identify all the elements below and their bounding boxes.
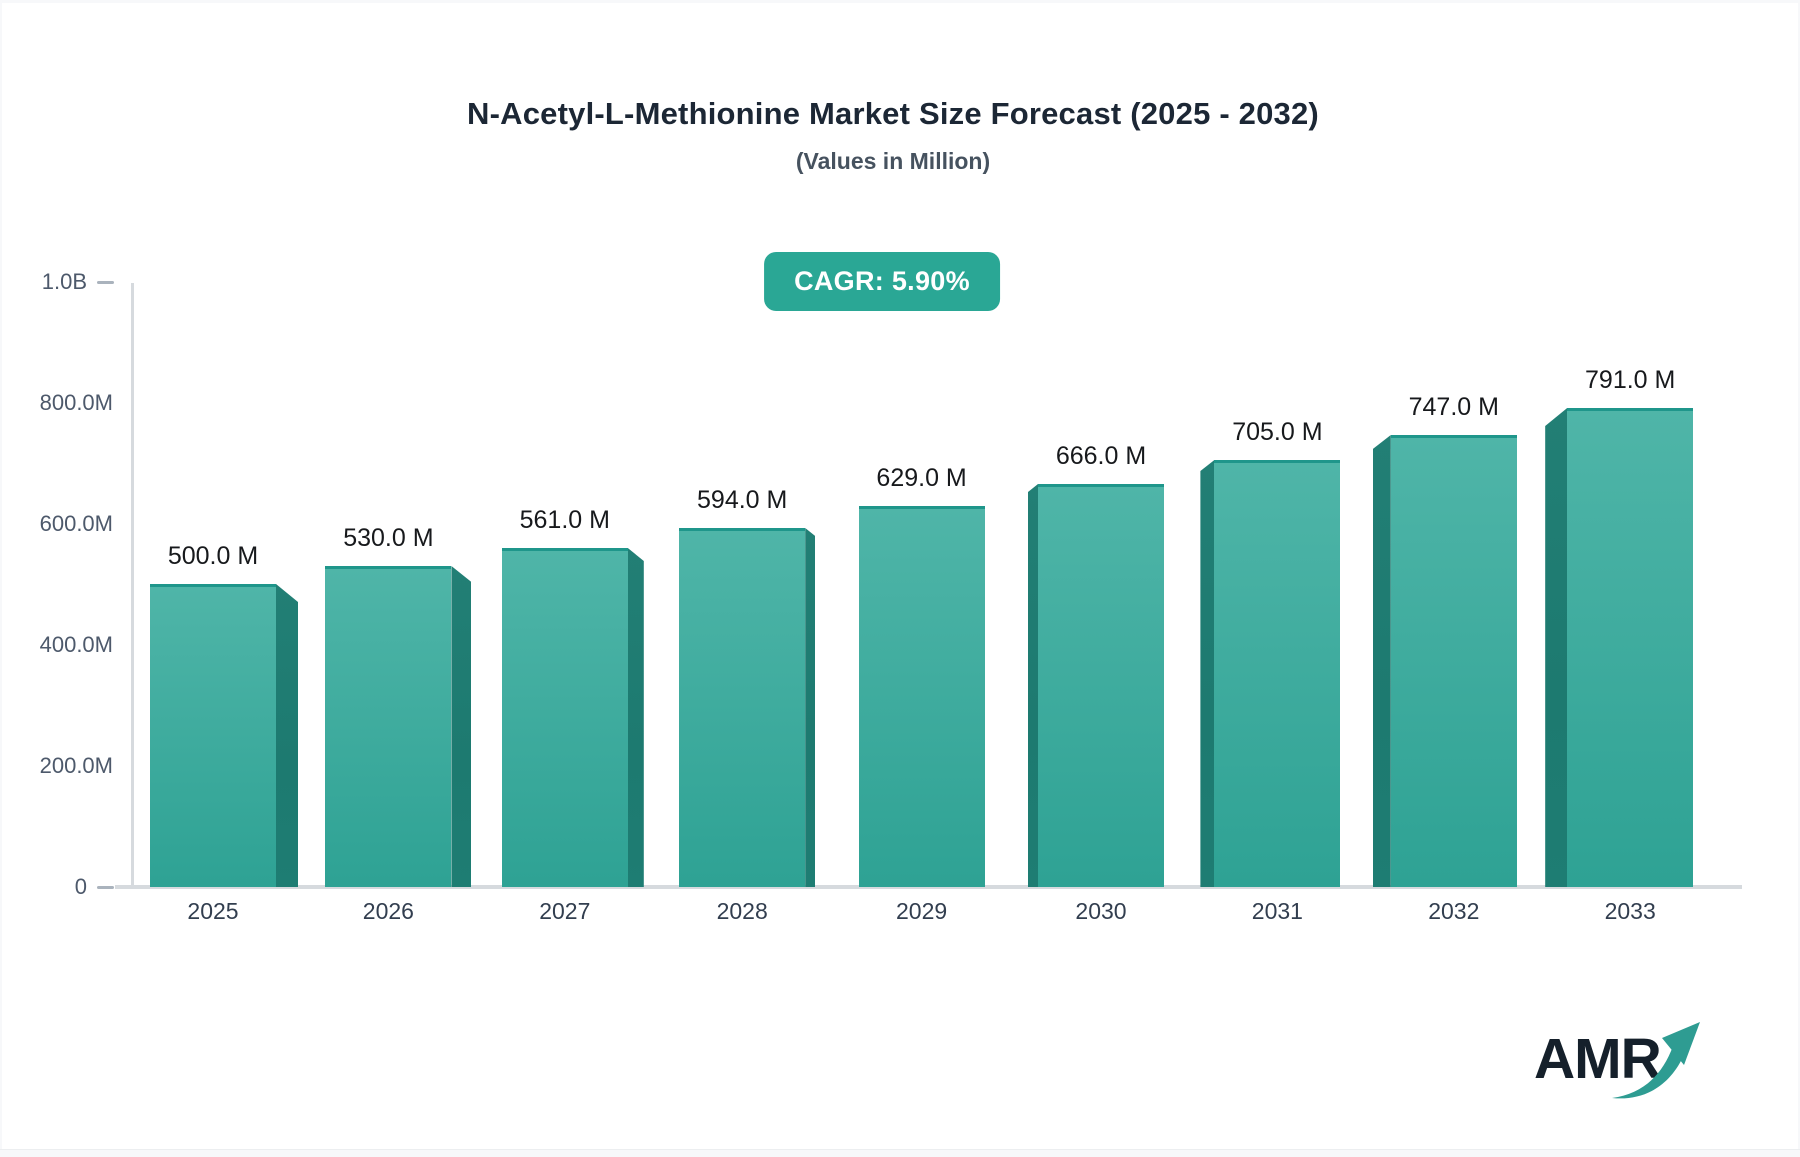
amr-logo-text: AMR <box>1534 1027 1662 1091</box>
amr-logo: AMR <box>1534 1022 1704 1116</box>
y-tick-label: 200.0M <box>39 753 113 778</box>
y-tick-label: 0 <box>74 874 87 899</box>
x-axis-label: 2032 <box>1428 898 1480 924</box>
bar-face <box>325 566 452 887</box>
bar-side <box>451 566 472 887</box>
x-axis-line <box>115 885 1742 889</box>
bar-side <box>627 548 644 887</box>
y-tick-label: 800.0M <box>39 390 113 415</box>
bar-side <box>1372 435 1391 887</box>
bar-side <box>276 584 298 887</box>
page-edge-left <box>0 0 2 1156</box>
bar-face <box>1214 460 1341 887</box>
bar-value-label: 705.0 M <box>1232 418 1323 446</box>
x-axis-label: 2030 <box>1075 898 1127 924</box>
bar-value-label: 500.0 M <box>167 542 259 570</box>
bar-face <box>150 584 276 887</box>
x-axis-label: 2027 <box>539 898 591 924</box>
cagr-badge: CAGR: 5.90% <box>764 252 1000 311</box>
x-axis-label: 2031 <box>1251 898 1303 924</box>
bar-value-label: 561.0 M <box>519 506 610 534</box>
bar-side <box>1200 460 1215 887</box>
bar-face <box>1038 484 1164 887</box>
bar-value-label: 666.0 M <box>1055 442 1147 470</box>
growth-arrow-icon <box>1612 1022 1700 1099</box>
y-axis-line <box>131 283 134 889</box>
bar-face <box>679 528 806 887</box>
page-edge-bottom <box>0 1149 1800 1157</box>
y-tick-mark <box>97 886 114 889</box>
page-edge-top <box>0 0 1800 3</box>
page-title: N-Acetyl-L-Methionine Market Size Foreca… <box>467 96 1319 131</box>
x-axis-label: 2029 <box>896 898 948 924</box>
page-subtitle: (Values in Million) <box>795 148 991 174</box>
bar-value-label: 747.0 M <box>1408 393 1499 421</box>
x-axis-label: 2025 <box>187 898 239 924</box>
bar-side <box>805 528 816 887</box>
bar-value-label: 530.0 M <box>343 524 434 552</box>
x-axis-label: 2026 <box>362 898 414 924</box>
x-axis-label: 2028 <box>716 898 768 924</box>
bar-value-label: 594.0 M <box>697 486 788 514</box>
bar-face <box>501 548 628 887</box>
y-tick-label: 1.0B <box>41 269 87 294</box>
y-tick-label: 600.0M <box>39 511 113 536</box>
page-edge-right <box>1798 0 1800 1156</box>
y-tick-mark <box>97 281 114 284</box>
x-axis-label: 2033 <box>1604 898 1656 924</box>
bar-value-label: 791.0 M <box>1585 366 1676 394</box>
bar-side <box>1545 408 1568 887</box>
bar-face <box>858 506 985 887</box>
bar-value-label: 629.0 M <box>876 464 967 492</box>
y-tick-label: 400.0M <box>39 632 113 657</box>
bar-face <box>1567 408 1694 887</box>
bar-face <box>1390 435 1517 887</box>
bar-side <box>1028 484 1038 887</box>
